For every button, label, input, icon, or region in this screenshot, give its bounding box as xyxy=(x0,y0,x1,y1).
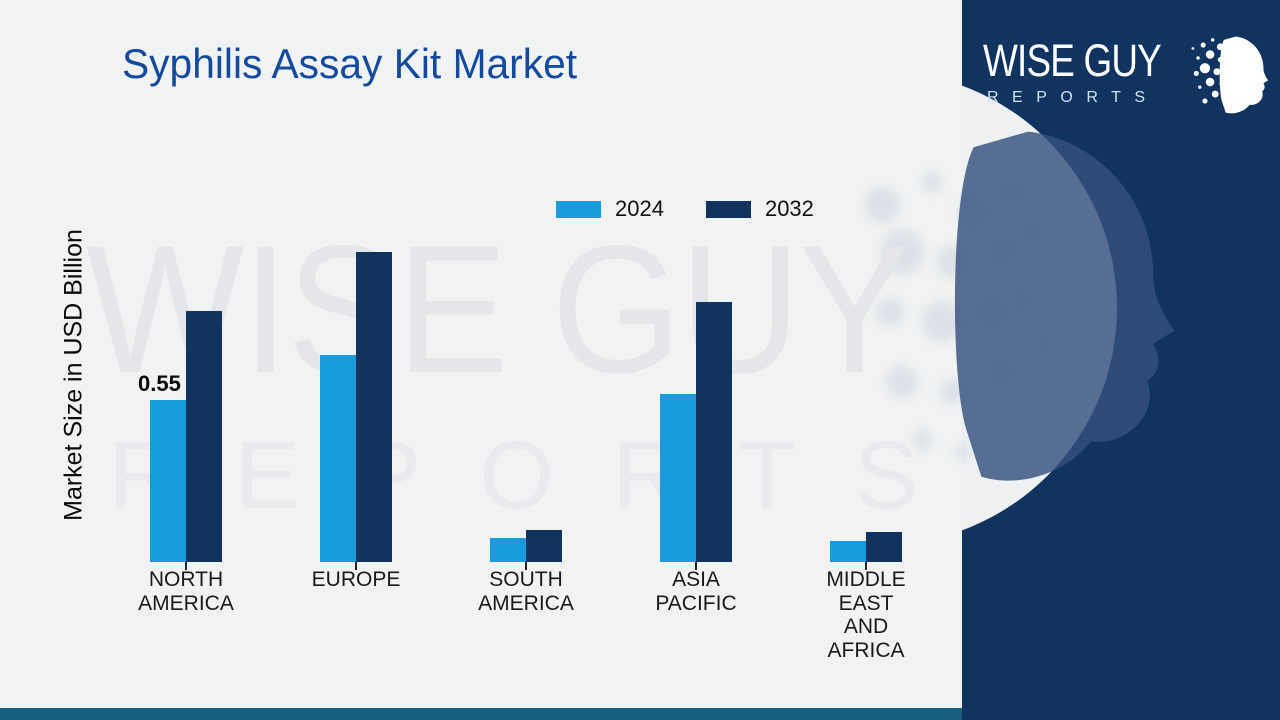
legend-swatch-2024 xyxy=(556,200,601,218)
brand-logo: WISE GUY REPORTS xyxy=(983,36,1272,122)
axis-tick xyxy=(695,562,697,570)
category-label-south-america: SOUTH AMERICA xyxy=(478,568,574,615)
axis-tick xyxy=(865,562,867,570)
bar-2032-europe xyxy=(356,252,392,562)
axis-tick xyxy=(185,562,187,570)
bar-2024-south-america xyxy=(490,538,526,562)
brand-subname: REPORTS xyxy=(987,89,1159,106)
legend-swatch-2032 xyxy=(705,200,751,218)
category-label-europe: EUROPE xyxy=(311,568,401,591)
bar-2024-middle-east-and-africa xyxy=(830,541,866,562)
page-title: Syphilis Assay Kit Market xyxy=(122,40,578,87)
legend-label-2024: 2024 xyxy=(615,196,664,221)
category-label-asia-pacific: ASIA PACIFIC xyxy=(655,568,737,615)
head-dots-icon xyxy=(1191,36,1269,114)
chart-legend: 2024 2032 xyxy=(556,196,814,222)
bar-2032-south-america xyxy=(526,530,562,562)
axis-tick xyxy=(355,562,357,570)
brand-name: WISE GUY xyxy=(983,35,1162,86)
bar-2024-north-america xyxy=(150,400,186,562)
bar-2032-asia-pacific xyxy=(696,302,732,562)
y-axis-label: Market Size in USD Billion xyxy=(59,229,88,521)
category-label-middle-east-and-africa: MIDDLE EAST AND AFRICA xyxy=(826,568,906,662)
legend-label-2032: 2032 xyxy=(764,196,814,221)
data-label-north-america-2024: 0.55 xyxy=(138,371,181,396)
category-label-north-america: NORTH AMERICA xyxy=(138,568,234,615)
footer-strip xyxy=(0,708,962,720)
bar-2024-europe xyxy=(320,355,356,562)
axis-tick xyxy=(525,562,527,570)
bar-2032-middle-east-and-africa xyxy=(866,532,902,562)
bar-2032-north-america xyxy=(186,311,222,562)
bar-2024-asia-pacific xyxy=(660,394,696,562)
brand-logo-text: WISE GUY REPORTS xyxy=(983,38,1200,107)
